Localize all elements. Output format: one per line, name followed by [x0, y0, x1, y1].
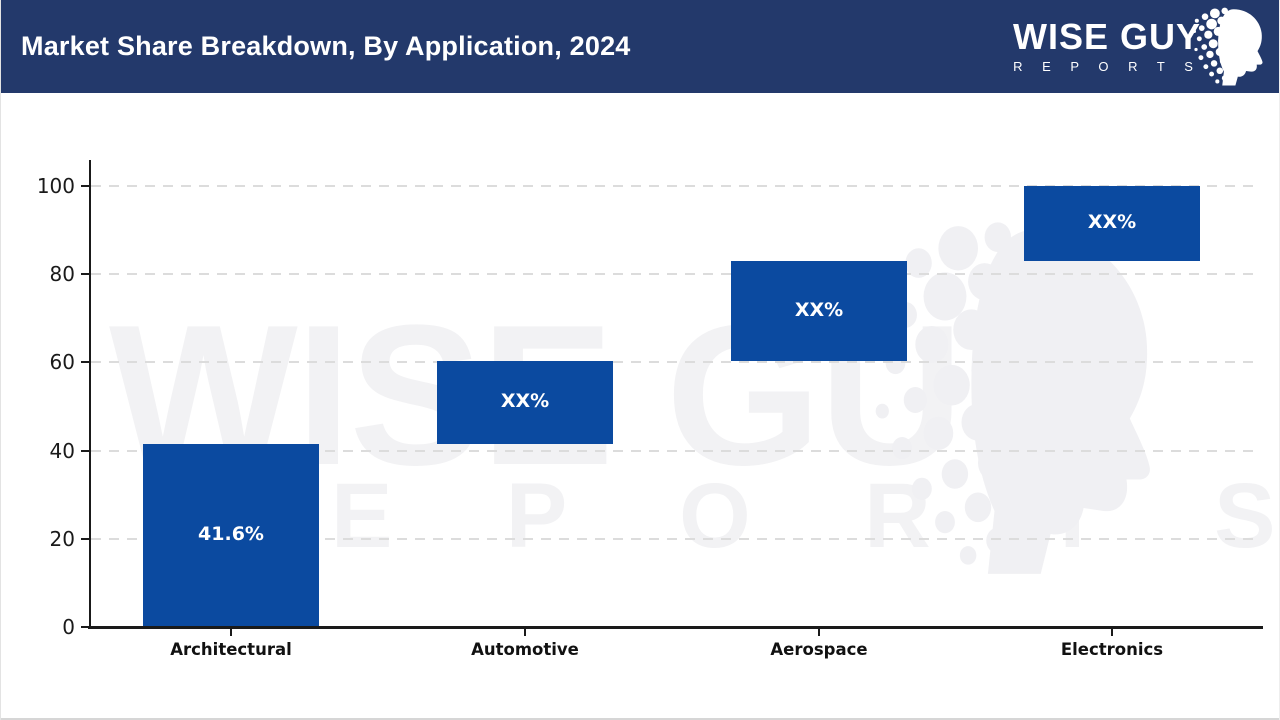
y-axis-tick	[81, 185, 90, 187]
y-tick-label: 80	[49, 262, 75, 287]
bar-value-label: XX%	[500, 390, 550, 413]
brand-logo: WISE GUY R E P O R T S	[1012, 6, 1279, 88]
bar-value-label: 41.6%	[198, 523, 264, 546]
y-tick-label: 40	[49, 438, 75, 463]
x-axis-tick	[524, 628, 526, 636]
y-axis-tick	[81, 449, 90, 452]
header-bar: Market Share Breakdown, By Application, …	[1, 0, 1279, 93]
brand-logo-text: WISE GUY R E P O R T S	[1012, 16, 1201, 75]
y-tick-label: 60	[49, 350, 75, 375]
gridline	[91, 185, 1259, 187]
x-axis-tick	[230, 628, 232, 636]
gridline	[91, 537, 1259, 540]
y-axis-tick	[81, 537, 90, 540]
y-axis-spine	[89, 160, 91, 628]
x-tick-label: Automotive	[471, 640, 579, 659]
bar-aerospace	[731, 260, 907, 361]
gridline	[91, 361, 1259, 364]
x-tick-label: Electronics	[1060, 640, 1164, 659]
page-title: Market Share Breakdown, By Application, …	[21, 31, 631, 61]
y-axis-tick	[81, 361, 90, 364]
gridline	[91, 273, 1259, 276]
image-bottom-border	[1, 717, 1279, 720]
x-axis-spine	[88, 626, 1263, 629]
x-tick-label: Architectural	[170, 640, 292, 659]
x-tick-label: Aerospace	[770, 640, 868, 659]
gridline	[91, 449, 1259, 452]
brand-name: WISE GUY	[1012, 16, 1201, 57]
y-axis-tick	[81, 626, 90, 628]
bar-automotive	[437, 360, 613, 444]
bar-value-label: XX%	[1087, 211, 1137, 234]
y-tick-label: 100	[36, 174, 75, 198]
x-axis-tick	[818, 628, 820, 636]
brand-subtitle: R E P O R T S	[1013, 59, 1201, 74]
bar-value-label: XX%	[794, 298, 844, 321]
y-tick-label: 20	[49, 526, 75, 551]
bar-architectural	[143, 443, 319, 627]
bar-electronics	[1024, 186, 1200, 261]
x-axis-tick	[1111, 628, 1113, 636]
y-axis-tick	[81, 273, 90, 276]
y-tick-label: 0	[62, 615, 75, 639]
